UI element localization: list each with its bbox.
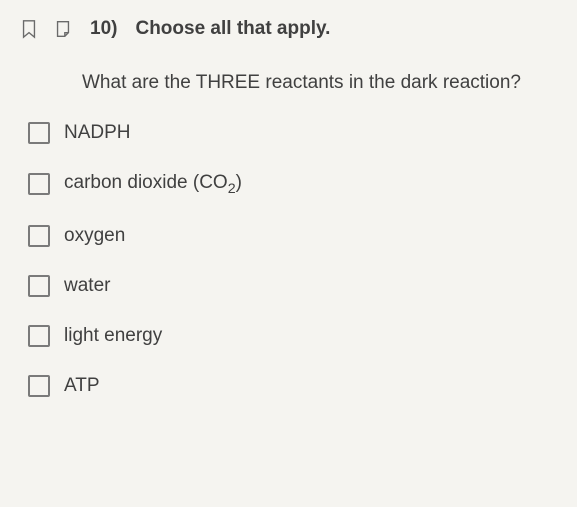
option-label: oxygen (64, 225, 125, 247)
question-prompt: Choose all that apply. (135, 18, 330, 40)
option-label: light energy (64, 325, 162, 347)
option-carbon-dioxide[interactable]: carbon dioxide (CO2) (28, 172, 557, 197)
checkbox[interactable] (28, 275, 50, 297)
question-number: 10) (90, 18, 117, 40)
option-light-energy[interactable]: light energy (28, 325, 557, 347)
option-oxygen[interactable]: oxygen (28, 225, 557, 247)
question-text: What are the THREE reactants in the dark… (82, 72, 557, 94)
header-icons (20, 19, 72, 39)
note-icon[interactable] (54, 19, 72, 39)
checkbox[interactable] (28, 325, 50, 347)
option-label: water (64, 275, 110, 297)
option-label: NADPH (64, 122, 131, 144)
option-atp[interactable]: ATP (28, 375, 557, 397)
options-list: NADPH carbon dioxide (CO2) oxygen water … (28, 122, 557, 397)
checkbox[interactable] (28, 122, 50, 144)
bookmark-icon[interactable] (20, 19, 38, 39)
checkbox[interactable] (28, 173, 50, 195)
option-water[interactable]: water (28, 275, 557, 297)
checkbox[interactable] (28, 375, 50, 397)
option-label: carbon dioxide (CO2) (64, 172, 242, 197)
option-label: ATP (64, 375, 100, 397)
option-nadph[interactable]: NADPH (28, 122, 557, 144)
checkbox[interactable] (28, 225, 50, 247)
question-header: 10) Choose all that apply. (20, 18, 557, 40)
